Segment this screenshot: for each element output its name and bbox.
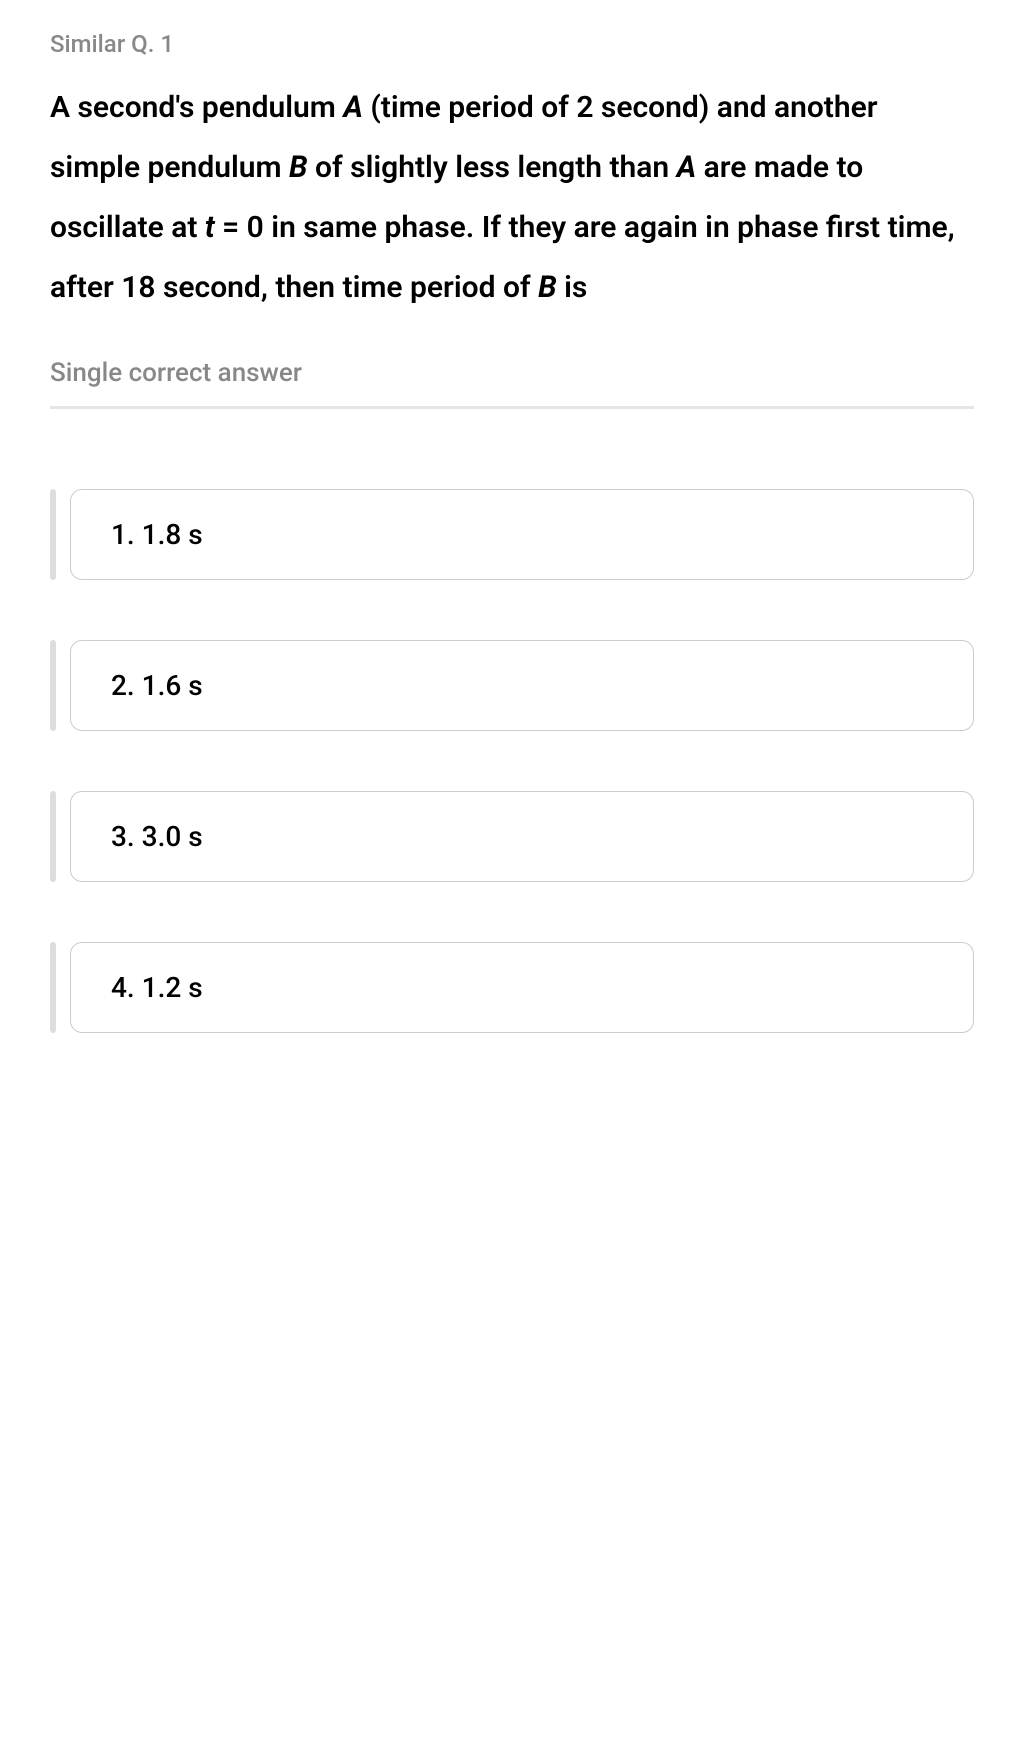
option-label: 3. 3.0 s (111, 820, 203, 853)
question-part: of slightly less length than (308, 150, 677, 185)
option-item[interactable]: 2. 1.6 s (50, 640, 974, 731)
option-indicator-bar (50, 791, 56, 882)
option-label: 1. 1.8 s (111, 518, 203, 551)
option-label: 2. 1.6 s (111, 669, 203, 702)
option-box: 1. 1.8 s (70, 489, 974, 580)
option-indicator-bar (50, 489, 56, 580)
question-var-b: B (289, 150, 308, 185)
option-box: 2. 1.6 s (70, 640, 974, 731)
question-part: A second's pendulum (50, 90, 343, 125)
option-box: 4. 1.2 s (70, 942, 974, 1033)
option-indicator-bar (50, 942, 56, 1033)
option-label: 4. 1.2 s (111, 971, 203, 1004)
option-indicator-bar (50, 640, 56, 731)
option-box: 3. 3.0 s (70, 791, 974, 882)
option-item[interactable]: 1. 1.8 s (50, 489, 974, 580)
answer-type-label: Single correct answer (50, 358, 974, 409)
question-var-a: A (343, 90, 363, 125)
question-var-b: B (538, 270, 557, 305)
option-item[interactable]: 3. 3.0 s (50, 791, 974, 882)
question-part: is (557, 270, 588, 305)
question-var-a: A (677, 150, 697, 185)
question-label: Similar Q. 1 (50, 30, 974, 58)
question-var-t: t (205, 210, 215, 245)
question-text: A second's pendulum A (time period of 2 … (50, 78, 974, 318)
options-container: 1. 1.8 s 2. 1.6 s 3. 3.0 s 4. 1.2 s (50, 489, 974, 1033)
option-item[interactable]: 4. 1.2 s (50, 942, 974, 1033)
